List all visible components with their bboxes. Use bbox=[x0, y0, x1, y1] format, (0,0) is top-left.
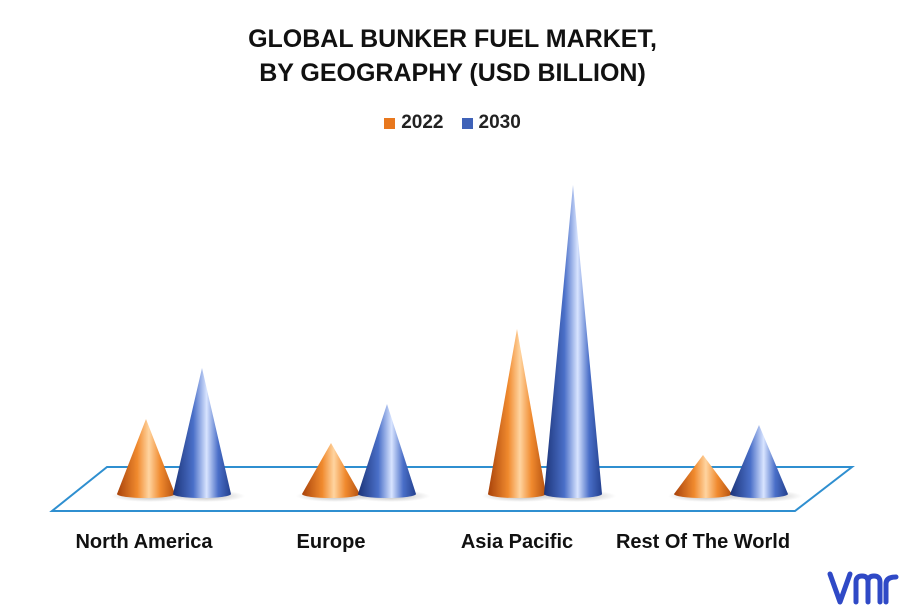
legend-item-2030: 2030 bbox=[461, 112, 521, 134]
cone-europe-2030 bbox=[358, 404, 416, 498]
cone-asia-pacific-2022 bbox=[488, 329, 546, 498]
legend-item-2022: 2022 bbox=[384, 112, 444, 134]
legend-swatch-2030 bbox=[461, 117, 473, 129]
cone-marks bbox=[111, 185, 802, 502]
legend-label-2030: 2030 bbox=[478, 112, 521, 133]
category-label-asia-pacific: Asia Pacific bbox=[460, 531, 574, 553]
legend: 2022 2030 bbox=[0, 112, 905, 134]
chart-title: GLOBAL BUNKER FUEL MARKET, BY GEOGRAPHY … bbox=[0, 22, 905, 90]
cone-rest-of-the-world-2030 bbox=[730, 425, 788, 498]
legend-swatch-2022 bbox=[384, 117, 396, 129]
chart-title-line-2: BY GEOGRAPHY (USD BILLION) bbox=[259, 59, 646, 87]
legend-label-2022: 2022 bbox=[401, 112, 444, 133]
cone-rest-of-the-world-2022 bbox=[674, 455, 732, 498]
cone-north-america-2022 bbox=[117, 419, 175, 498]
category-label-rest-of-the-world: Rest Of The World bbox=[615, 531, 791, 553]
category-label-europe: Europe bbox=[296, 531, 366, 553]
cone-asia-pacific-2030 bbox=[544, 185, 602, 498]
floor-plane bbox=[49, 466, 855, 512]
vmr-logo-icon bbox=[827, 571, 899, 605]
cone-europe-2022 bbox=[302, 443, 360, 498]
cone-north-america-2030 bbox=[173, 368, 231, 498]
category-label-north-america: North America bbox=[75, 531, 213, 553]
chart-title-line-1: GLOBAL BUNKER FUEL MARKET, bbox=[248, 25, 657, 53]
